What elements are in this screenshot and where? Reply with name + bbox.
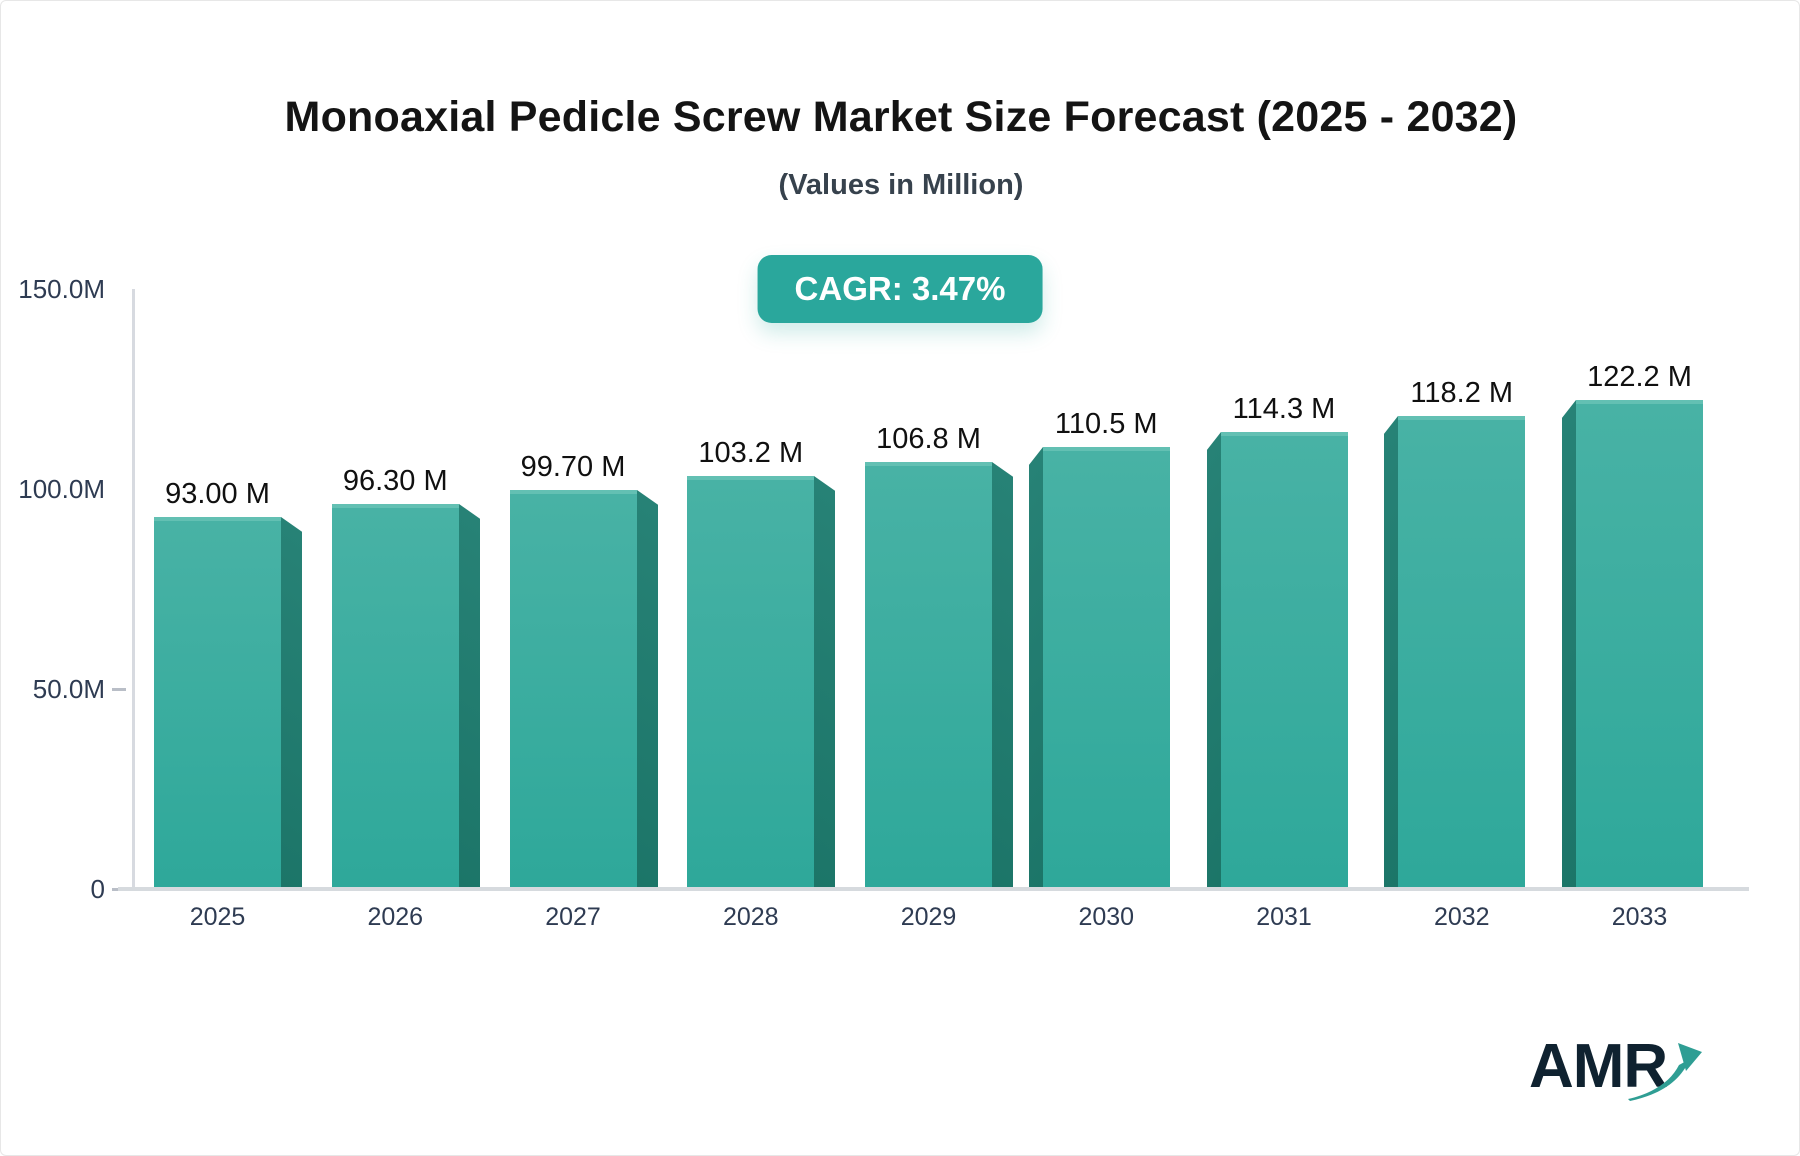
bar-2026[interactable]: 96.30 M (331, 444, 480, 889)
x-axis-label-2025: 2025 (189, 903, 246, 931)
amr-logo-text: AMR (1529, 1032, 1668, 1101)
x-axis-label-2028: 2028 (722, 903, 779, 931)
bar-side-face (1384, 416, 1399, 889)
bar-2025[interactable]: 93.00 M (154, 457, 302, 889)
bar-side-face (1206, 432, 1221, 889)
bar-value-label: 118.2 M (1410, 377, 1514, 409)
bar-2027[interactable]: 99.70 M (509, 430, 658, 889)
bar-side-face (1562, 400, 1576, 889)
bar-value-label: 93.00 M (165, 478, 270, 510)
x-axis-label-2029: 2029 (900, 903, 957, 931)
bar-side-face (1028, 447, 1043, 889)
bar-front-face (1220, 432, 1348, 889)
bar-2028[interactable]: 103.2 M (687, 416, 836, 889)
amr-logo: AMR (1529, 1031, 1729, 1111)
bar-2031[interactable]: 114.3 M (1206, 372, 1348, 889)
bar-front-face (1398, 416, 1526, 889)
plot-area: 93.00 M 96.30 M 99.70 M 103.2 M 106.8 M 110.5… (135, 289, 1749, 889)
bar-value-label: 96.30 M (342, 465, 448, 497)
x-axis-line (118, 887, 1749, 891)
y-axis-label-100.0M: 100.0M (18, 474, 105, 504)
y-axis-line (132, 289, 135, 889)
chart-title: Monoaxial Pedicle Screw Market Size Fore… (284, 93, 1518, 141)
bar-2032[interactable]: 118.2 M (1384, 356, 1526, 889)
x-axis-label-2033: 2033 (1611, 903, 1668, 931)
bar-side-face (636, 490, 658, 889)
bar-value-label: 106.8 M (876, 423, 981, 455)
bar-side-face (281, 517, 302, 889)
y-axis-label-0: 0 (90, 874, 105, 904)
bar-2033[interactable]: 122.2 M (1562, 340, 1703, 889)
bar-value-label: 110.5 M (1054, 408, 1158, 440)
bar-value-label: 99.70 M (520, 451, 626, 483)
bar-value-label: 114.3 M (1232, 393, 1336, 425)
bar-front-face (1042, 447, 1170, 889)
bar-front-face (1576, 400, 1703, 889)
bar-value-label: 103.2 M (698, 437, 804, 469)
bar-front-face (509, 490, 637, 889)
bar-front-face (154, 517, 281, 889)
bar-side-face (814, 476, 836, 889)
x-axis-label-2030: 2030 (1078, 903, 1135, 931)
x-axis-label-2026: 2026 (367, 903, 424, 931)
x-axis-label-2027: 2027 (545, 903, 601, 931)
bar-value-label: 122.2 M (1587, 361, 1692, 393)
bar-front-face (687, 476, 815, 889)
chart-subtitle: (Values in Million) (778, 169, 1024, 201)
bar-side-face (992, 462, 1013, 889)
y-axis-label-150.0M: 150.0M (18, 274, 105, 304)
bar-front-face (865, 462, 992, 889)
x-axis-label-2032: 2032 (1433, 903, 1490, 931)
bar-front-face (331, 504, 459, 889)
bar-2029[interactable]: 106.8 M (865, 402, 1013, 889)
trend-up-arrow-icon (1628, 1043, 1702, 1101)
bar-side-face (458, 504, 480, 889)
x-axis-label-2031: 2031 (1256, 903, 1312, 931)
cagr-badge: CAGR: 3.47% (757, 255, 1043, 323)
y-axis-label-50.0M: 50.0M (32, 674, 105, 704)
bar-2030[interactable]: 110.5 M (1028, 387, 1170, 889)
y-axis-tick (112, 688, 126, 691)
